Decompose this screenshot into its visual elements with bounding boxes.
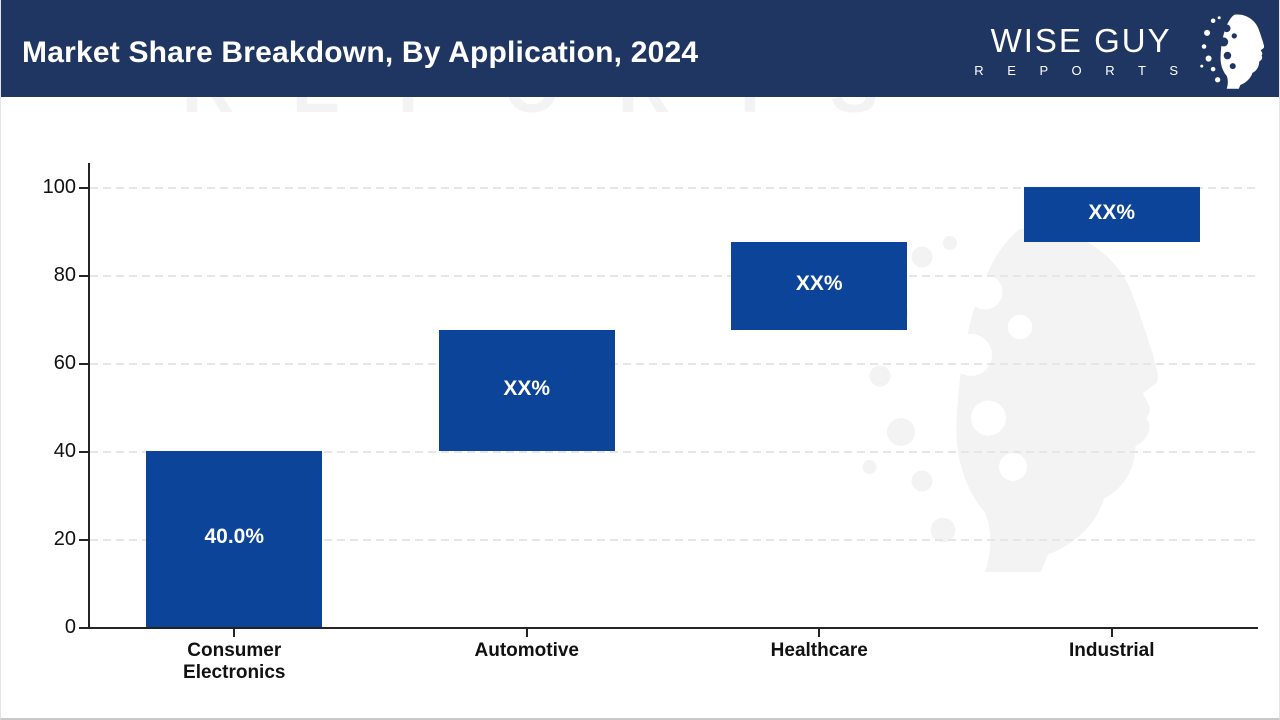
y-axis-line: [88, 163, 90, 629]
brand-logo-text: WISE GUY R E P O R T S: [974, 22, 1188, 78]
h-gridline: [90, 539, 1258, 541]
page-title: Market Share Breakdown, By Application, …: [22, 36, 699, 69]
x-axis-tick: [525, 629, 528, 637]
y-axis-tick: [79, 539, 88, 541]
x-axis-tick-label: Automotive: [474, 640, 580, 661]
x-axis-line: [88, 627, 1258, 629]
x-axis-tick-label: Healthcare: [770, 640, 868, 661]
h-gridline: [90, 451, 1258, 453]
y-axis-tick: [79, 275, 88, 277]
brand-name: WISE GUY: [990, 22, 1172, 59]
x-axis-tick-label: Industrial: [1068, 640, 1155, 661]
header-banner: Market Share Breakdown, By Application, …: [0, 0, 1280, 97]
x-axis-tick: [1110, 629, 1113, 637]
x-axis-tick: [818, 629, 821, 637]
h-gridline: [90, 363, 1258, 365]
y-axis-tick: [79, 187, 88, 189]
h-gridline: [90, 187, 1258, 189]
y-axis-tick: [79, 627, 88, 629]
y-axis-tick-label: 20: [53, 528, 76, 550]
h-gridline: [90, 275, 1258, 277]
x-axis-tick-label: Consumer Electronics: [183, 640, 286, 683]
dotted-head-icon: [1200, 14, 1265, 89]
y-axis-tick-label: 60: [53, 352, 76, 374]
bar-value-label: XX%: [795, 272, 843, 295]
bar-consumer-electronics: 40.0%: [146, 451, 323, 627]
brand-logo: WISE GUY R E P O R T S: [974, 4, 1266, 94]
bar-industrial: XX%: [1023, 187, 1200, 242]
y-axis-tick: [79, 363, 88, 365]
bar-automotive: XX%: [438, 330, 615, 451]
bar-value-label: XX%: [1088, 200, 1136, 224]
y-axis-tick-label: 100: [42, 176, 76, 198]
y-axis-tick: [79, 451, 88, 453]
bar-healthcare: XX%: [731, 242, 908, 330]
y-axis-tick-label: 80: [53, 264, 76, 286]
bar-value-label: 40.0%: [204, 525, 265, 548]
bar-value-label: XX%: [503, 376, 551, 400]
y-axis-tick-label: 40: [53, 440, 76, 462]
y-axis-tick-label: 0: [64, 616, 76, 638]
brand-subname: R E P O R T S: [974, 63, 1188, 78]
watermark-head-icon: [862, 227, 1158, 572]
x-axis-tick: [233, 629, 236, 637]
